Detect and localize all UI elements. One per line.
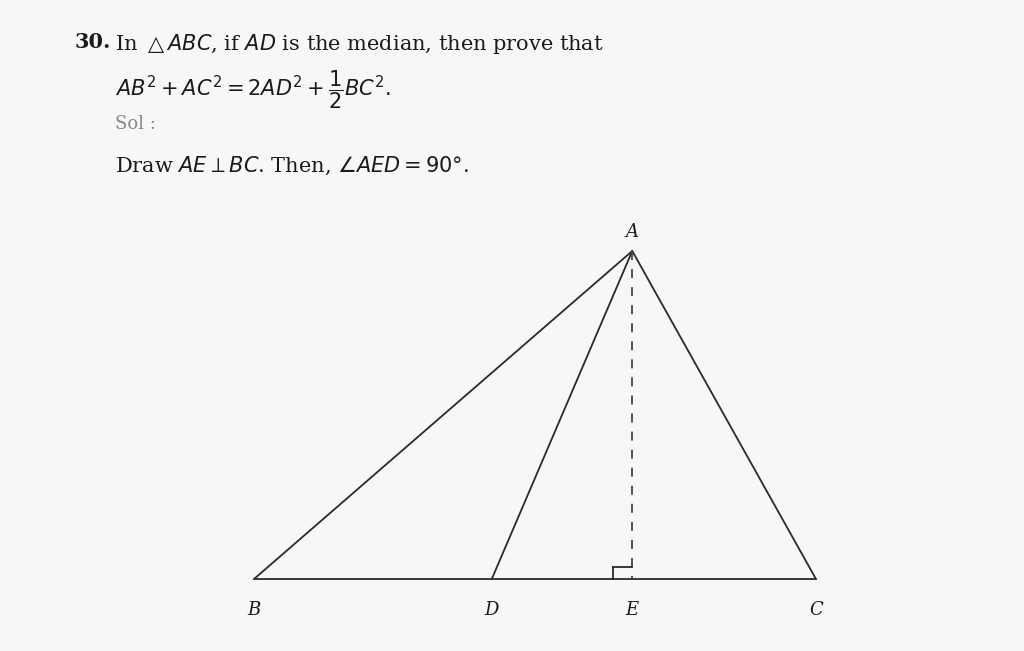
Text: 30.: 30. — [75, 32, 112, 52]
Text: Sol :: Sol : — [115, 115, 156, 133]
Text: C: C — [809, 601, 823, 619]
Text: D: D — [484, 601, 499, 619]
Text: Draw $AE \perp BC$. Then, $\angle AED = 90°$.: Draw $AE \perp BC$. Then, $\angle AED = … — [115, 155, 469, 177]
Text: $AB^2 + AC^2 = 2AD^2 + \dfrac{1}{2}BC^2.$: $AB^2 + AC^2 = 2AD^2 + \dfrac{1}{2}BC^2.… — [115, 68, 391, 111]
Text: E: E — [626, 601, 639, 619]
Text: In $\triangle ABC$, if $AD$ is the median, then prove that: In $\triangle ABC$, if $AD$ is the media… — [115, 32, 604, 56]
Text: A: A — [626, 223, 639, 241]
Text: B: B — [248, 601, 261, 619]
